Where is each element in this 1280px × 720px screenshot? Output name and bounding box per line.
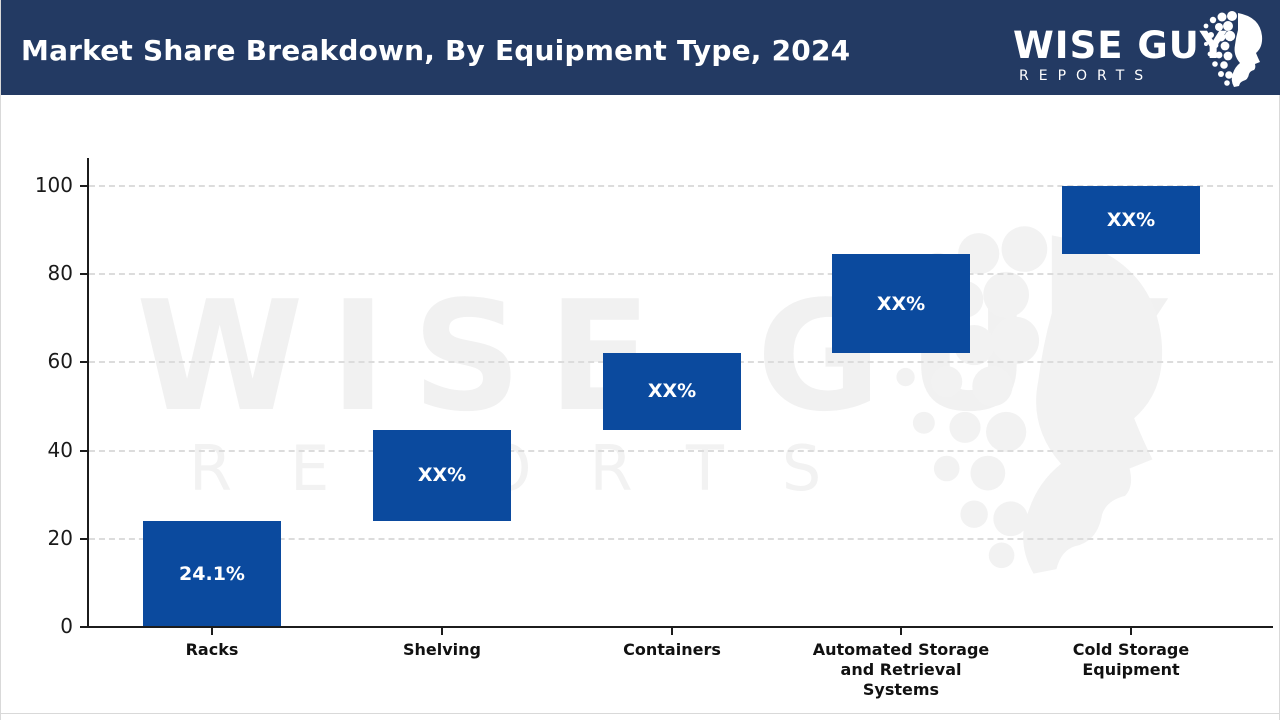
bar-racks: 24.1% xyxy=(143,520,281,627)
bar-value-label: XX% xyxy=(1106,208,1156,231)
x-tick-label-cold-storage: Cold Storage Equipment xyxy=(1072,640,1190,679)
x-axis-tick-0 xyxy=(211,628,213,635)
y-tick-label-100: 100 xyxy=(34,173,73,197)
y-tick-label-40: 40 xyxy=(47,437,73,462)
bar-value-label: XX% xyxy=(647,380,697,403)
y-axis-tick-80 xyxy=(80,273,88,276)
gridline-80 xyxy=(89,273,1273,276)
brand-logo-subtitle: REPORTS xyxy=(1019,68,1154,84)
x-axis-line xyxy=(87,626,1273,628)
bar-automated-storage-and-retrieval-systems: XX% xyxy=(832,253,970,354)
gridline-40 xyxy=(89,449,1273,452)
y-axis-tick-20 xyxy=(80,537,88,540)
bar-shelving: XX% xyxy=(373,429,511,521)
page-title: Market Share Breakdown, By Equipment Typ… xyxy=(21,34,851,67)
y-tick-label-60: 60 xyxy=(47,349,73,374)
gridline-100 xyxy=(89,185,1273,187)
x-tick-label-shelving: Shelving xyxy=(402,640,481,659)
y-axis-tick-100 xyxy=(80,185,88,187)
bottom-divider xyxy=(1,713,1280,714)
x-tick-label-racks: Racks xyxy=(185,640,239,659)
y-axis-tick-40 xyxy=(80,449,88,452)
y-tick-label-20: 20 xyxy=(47,525,73,550)
x-axis-tick-1 xyxy=(441,628,443,635)
bar-cold-storage-equipment: XX% xyxy=(1062,186,1200,254)
x-axis-tick-3 xyxy=(900,628,902,635)
wiseguy-head-icon xyxy=(1197,10,1269,90)
bar-containers: XX% xyxy=(603,353,741,430)
header-bar: Market Share Breakdown, By Equipment Typ… xyxy=(1,0,1280,95)
x-axis-tick-4 xyxy=(1130,628,1132,635)
bar-value-label: XX% xyxy=(876,292,926,315)
watermark-subtitle: REPORTS xyxy=(189,432,880,505)
y-axis-tick-60 xyxy=(80,361,88,364)
brand-logo-wordmark: WISE GUY xyxy=(1013,24,1228,67)
bar-value-label: 24.1% xyxy=(179,562,245,585)
x-tick-label-containers: Containers xyxy=(623,640,721,659)
x-tick-label-automated-storage: Automated Storage and Retrieval Systems xyxy=(812,640,990,699)
y-tick-label-80: 80 xyxy=(47,261,73,286)
y-axis-tick-0 xyxy=(80,626,88,628)
y-tick-label-0: 0 xyxy=(60,614,73,638)
brand-logo: WISE GUY REPORTS xyxy=(1013,8,1263,90)
y-axis-line xyxy=(87,158,89,628)
x-axis-tick-2 xyxy=(671,628,673,635)
bar-value-label: XX% xyxy=(417,464,467,487)
gridline-20 xyxy=(89,537,1273,540)
